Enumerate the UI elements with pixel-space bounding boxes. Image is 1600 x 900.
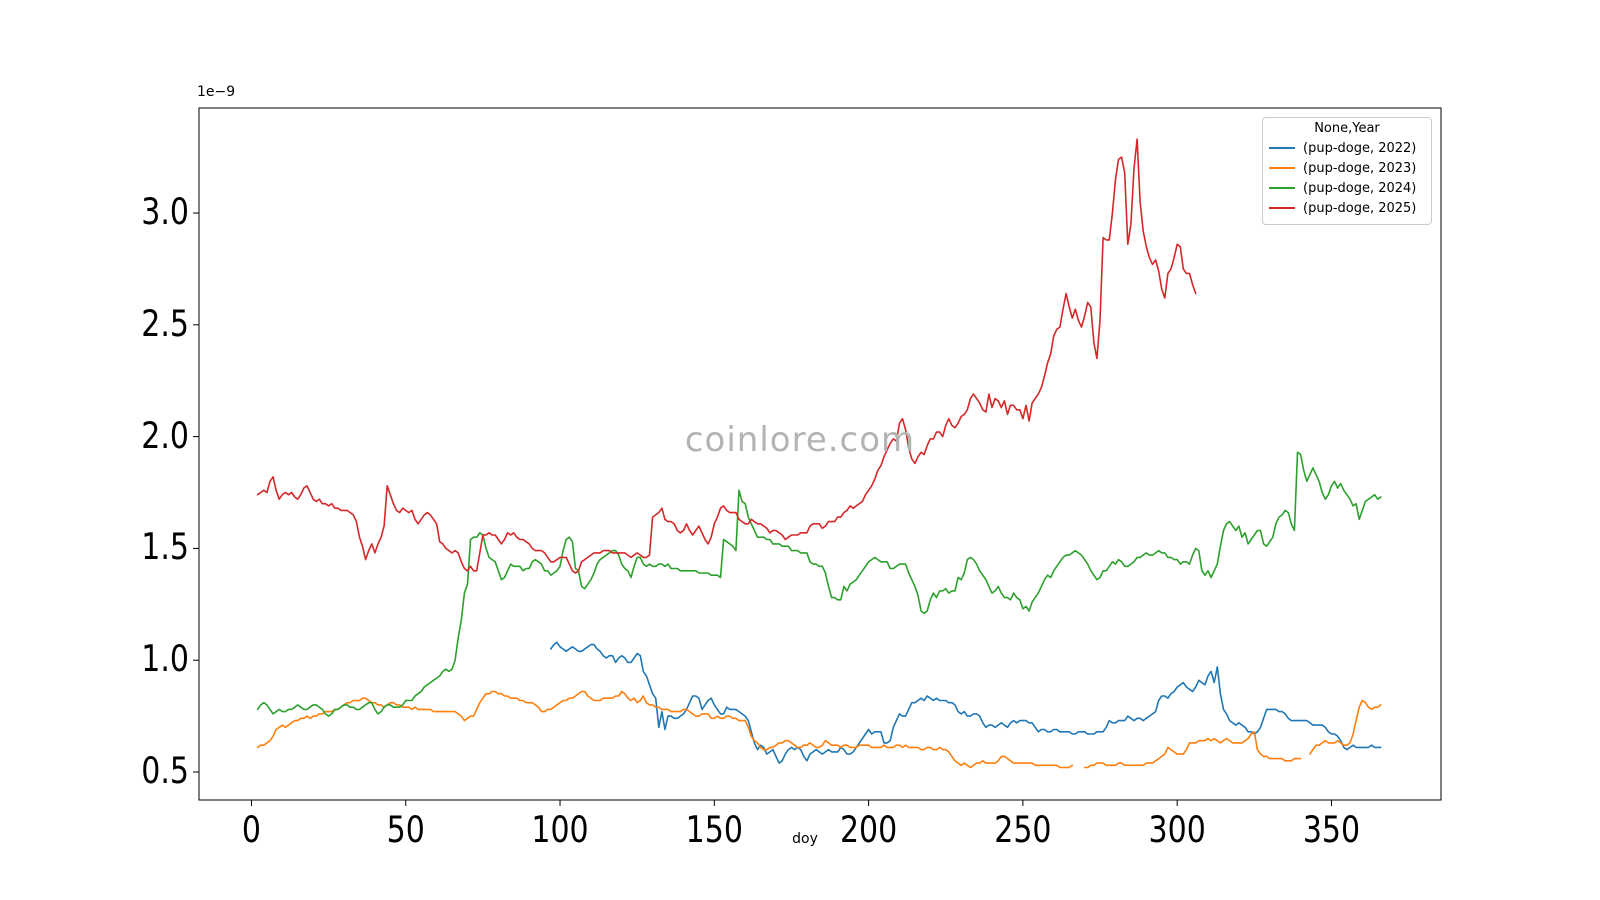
y-tick-label: 1.0: [141, 638, 189, 681]
legend-item: (pup-doge, 2025): [1269, 198, 1425, 218]
legend-line-swatch: [1269, 187, 1295, 189]
legend-item-label: (pup-doge, 2024): [1303, 180, 1417, 196]
x-tick-label: 250: [994, 809, 1052, 852]
legend-line-swatch: [1269, 167, 1295, 169]
x-tick-label: 100: [531, 809, 589, 852]
series-line: [256, 690, 1074, 769]
x-tick-label: 50: [386, 809, 425, 852]
y-tick-label: 2.0: [141, 414, 189, 458]
y-tick-label: 2.5: [141, 302, 189, 346]
y-tick-label: 3.0: [141, 191, 189, 234]
y-axis-offset-label: 1e−9: [197, 84, 236, 100]
legend-items: (pup-doge, 2022) (pup-doge, 2023) (pup-dog…: [1269, 138, 1425, 218]
series-line: [1083, 730, 1302, 769]
watermark: coinlore.com: [684, 420, 916, 460]
series-line: [256, 138, 1197, 574]
series-line: [549, 641, 1382, 764]
legend-item-label: (pup-doge, 2025): [1303, 200, 1417, 216]
x-tick-label: 0: [241, 809, 261, 852]
legend-line-swatch: [1269, 207, 1295, 209]
legend-line-swatch: [1269, 147, 1295, 149]
legend-item: (pup-doge, 2024): [1269, 178, 1425, 198]
legend-item: (pup-doge, 2022): [1269, 138, 1425, 158]
legend-item: (pup-doge, 2023): [1269, 158, 1425, 178]
legend-item-label: (pup-doge, 2022): [1303, 140, 1417, 156]
axes-spines: [198, 107, 1442, 801]
legend-title: None,Year: [1314, 121, 1380, 136]
series-line: [256, 451, 1382, 717]
x-tick-label: 350: [1302, 809, 1361, 852]
legend: None,Year (pup-doge, 2022) (pup-doge, 202…: [1262, 117, 1432, 225]
x-tick-label: 200: [839, 809, 898, 852]
y-tick-label: 0.5: [141, 750, 189, 793]
x-tick-label: 300: [1148, 809, 1206, 852]
legend-item-label: (pup-doge, 2023): [1303, 160, 1417, 176]
x-tick-label: 150: [685, 809, 743, 852]
x-axis-label: doy: [792, 831, 818, 847]
series-line: [1309, 699, 1382, 755]
y-tick-label: 1.5: [141, 526, 189, 570]
